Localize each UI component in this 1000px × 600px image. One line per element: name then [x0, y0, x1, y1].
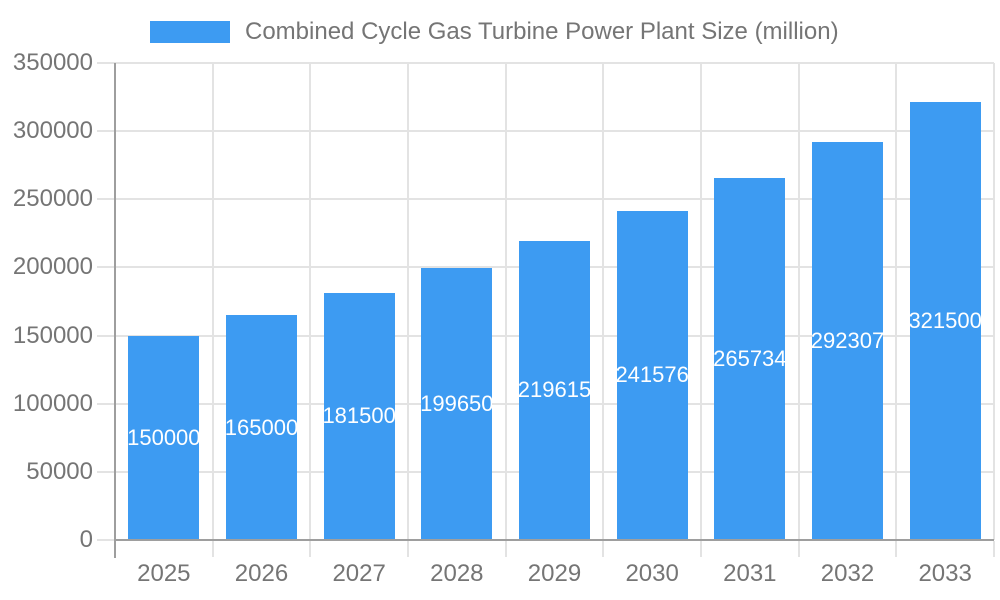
gridline-horizontal [115, 198, 994, 201]
bar-2026: 165000 [226, 315, 297, 540]
y-tick-label: 350000 [12, 49, 93, 76]
gridline-vertical [993, 63, 995, 540]
x-axis-tick [993, 541, 995, 557]
y-tick-label: 50000 [26, 457, 93, 485]
gridline-vertical [602, 63, 605, 540]
x-tick-label: 2027 [332, 560, 386, 587]
y-tick-label: 100000 [12, 389, 93, 417]
bar-2032: 292307 [812, 141, 883, 540]
gridline-vertical [309, 63, 312, 540]
x-axis-tick [309, 541, 312, 557]
y-tick-label: 150000 [12, 321, 93, 349]
bar-2027: 181500 [323, 292, 395, 540]
x-axis-tick [407, 541, 409, 557]
y-axis-tick [97, 470, 115, 473]
y-axis-tick [97, 334, 115, 337]
bar-value-label: 241576 [616, 362, 688, 388]
x-tick-label: 2033 [918, 560, 972, 587]
x-tick-label: 2031 [723, 560, 777, 587]
x-tick-label: 2032 [820, 560, 875, 587]
y-axis-tick [97, 402, 115, 405]
bar-2031: 265734 [714, 177, 786, 540]
gridline-vertical [504, 63, 507, 540]
bar-value-label: 181500 [323, 403, 395, 429]
y-tick-label: 0 [79, 526, 93, 553]
bar-value-label: 150000 [128, 424, 200, 450]
bar-value-label: 219615 [519, 377, 590, 403]
y-axis-tick [97, 539, 115, 541]
x-tick-label: 2030 [625, 560, 679, 587]
x-tick-label: 2025 [137, 560, 191, 587]
y-axis-tick [97, 130, 115, 133]
x-axis-tick [700, 541, 702, 557]
legend-label: Combined Cycle Gas Turbine Power Plant S… [245, 18, 839, 45]
y-axis-tick [97, 266, 115, 269]
bar-value-label: 199650 [421, 390, 493, 416]
x-axis-tick [211, 541, 214, 557]
y-tick-label: 200000 [12, 253, 93, 281]
gridline-vertical [700, 63, 702, 540]
legend-swatch [150, 21, 230, 43]
x-tick-label: 2029 [527, 560, 582, 587]
gridline-vertical [407, 63, 409, 540]
bar-2028: 199650 [421, 267, 493, 540]
x-tick-label: 2028 [430, 560, 484, 587]
x-axis-tick [504, 541, 507, 557]
gridline-vertical [797, 63, 800, 540]
gridline-vertical [211, 63, 214, 540]
y-axis-tick [97, 62, 115, 64]
y-axis-line [114, 63, 116, 558]
x-tick-label: 2026 [234, 560, 289, 587]
bar-2030: 241576 [616, 210, 688, 540]
bar-2029: 219615 [519, 240, 590, 540]
plot-area: 150000 165000 181500 199650 219615 241576 2657… [115, 62, 995, 540]
y-axis-tick [97, 198, 115, 201]
bar-2033: 321500 [909, 101, 981, 540]
bar-value-label: 265734 [714, 345, 786, 371]
x-axis-tick [895, 541, 898, 557]
y-tick-label: 300000 [12, 117, 93, 145]
bar-2025: 150000 [128, 335, 200, 540]
legend: Combined Cycle Gas Turbine Power Plant S… [150, 18, 839, 45]
x-axis-tick [602, 541, 605, 557]
y-tick-label: 250000 [12, 185, 93, 213]
bar-value-label: 292307 [812, 327, 883, 353]
x-axis-line [114, 539, 994, 541]
gridline-vertical [895, 63, 898, 540]
gridline-horizontal [115, 130, 994, 133]
gridline-horizontal [115, 62, 994, 64]
x-axis-tick [797, 541, 800, 557]
bar-value-label: 165000 [226, 414, 297, 440]
bar-value-label: 321500 [909, 307, 981, 333]
